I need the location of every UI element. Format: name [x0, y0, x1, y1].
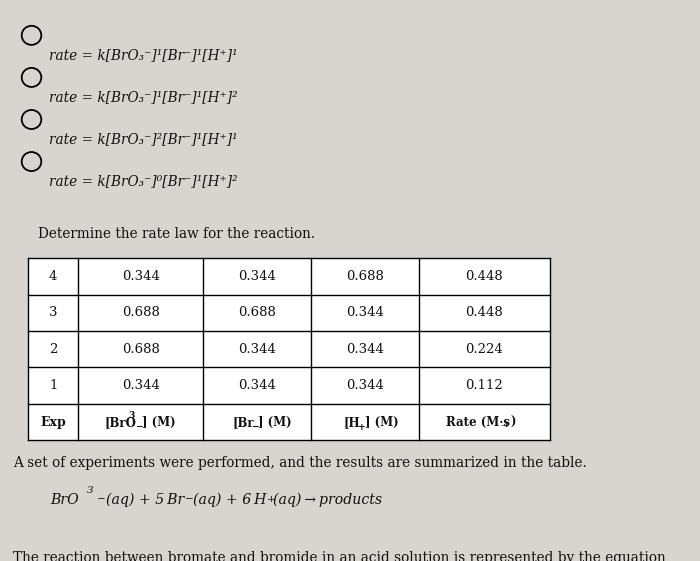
Text: rate = k[BrO₃⁻]¹[Br⁻]¹[H⁺]²: rate = k[BrO₃⁻]¹[Br⁻]¹[H⁺]² — [49, 90, 237, 104]
Text: 2: 2 — [49, 343, 57, 356]
Text: 0.688: 0.688 — [122, 343, 160, 356]
Text: Rate (M·s: Rate (M·s — [446, 416, 510, 429]
Bar — [28, 258, 550, 440]
Text: −: − — [135, 422, 143, 431]
Text: BrO: BrO — [50, 493, 79, 507]
Text: [BrO: [BrO — [104, 416, 136, 429]
Text: (aq) + 5 Br: (aq) + 5 Br — [106, 493, 184, 507]
Text: [H: [H — [344, 416, 360, 429]
Text: Exp: Exp — [41, 416, 66, 429]
Text: ] (M): ] (M) — [142, 416, 176, 429]
Text: ] (M): ] (M) — [258, 416, 292, 429]
Text: Determine the rate law for the reaction.: Determine the rate law for the reaction. — [38, 227, 316, 241]
Text: 0.448: 0.448 — [466, 306, 503, 319]
Text: 0.344: 0.344 — [122, 270, 160, 283]
Text: [Br: [Br — [232, 416, 254, 429]
Text: 3: 3 — [49, 306, 57, 319]
Text: 3: 3 — [129, 411, 135, 420]
Text: +: + — [358, 423, 366, 433]
Text: 4: 4 — [49, 270, 57, 283]
Text: A set of experiments were performed, and the results are summarized in the table: A set of experiments were performed, and… — [13, 456, 587, 470]
Text: 0.344: 0.344 — [346, 306, 384, 319]
Text: 0.344: 0.344 — [346, 379, 384, 392]
Text: 0.448: 0.448 — [466, 270, 503, 283]
Text: 0.344: 0.344 — [238, 379, 276, 392]
Text: rate = k[BrO₃⁻]²[Br⁻]¹[H⁺]¹: rate = k[BrO₃⁻]²[Br⁻]¹[H⁺]¹ — [49, 132, 237, 146]
Text: 1: 1 — [49, 379, 57, 392]
Text: ] (M): ] (M) — [365, 416, 398, 429]
Text: The reaction between bromate and bromide in an acid solution is represented by t: The reaction between bromate and bromide… — [13, 551, 665, 561]
Text: 0.688: 0.688 — [238, 306, 276, 319]
Text: (aq) → products: (aq) → products — [273, 493, 382, 507]
Text: ⁻¹: ⁻¹ — [500, 422, 509, 432]
Text: 0.344: 0.344 — [238, 343, 276, 356]
Text: 0.344: 0.344 — [122, 379, 160, 392]
Text: −: − — [97, 495, 106, 504]
Text: (aq) + 6 H: (aq) + 6 H — [193, 493, 266, 507]
Text: −: − — [251, 422, 259, 431]
Text: 0.224: 0.224 — [466, 343, 503, 356]
Text: +: + — [267, 495, 275, 504]
Text: 0.344: 0.344 — [238, 270, 276, 283]
Text: rate = k[BrO₃⁻]¹[Br⁻]¹[H⁺]¹: rate = k[BrO₃⁻]¹[Br⁻]¹[H⁺]¹ — [49, 48, 237, 62]
Text: −: − — [185, 495, 193, 504]
Text: 0.112: 0.112 — [466, 379, 503, 392]
Text: 0.688: 0.688 — [122, 306, 160, 319]
Text: ): ) — [510, 416, 516, 429]
Text: 0.344: 0.344 — [346, 343, 384, 356]
Text: rate = k[BrO₃⁻]⁰[Br⁻]¹[H⁺]²: rate = k[BrO₃⁻]⁰[Br⁻]¹[H⁺]² — [49, 174, 237, 188]
Text: 0.688: 0.688 — [346, 270, 384, 283]
Text: 3: 3 — [87, 486, 93, 495]
